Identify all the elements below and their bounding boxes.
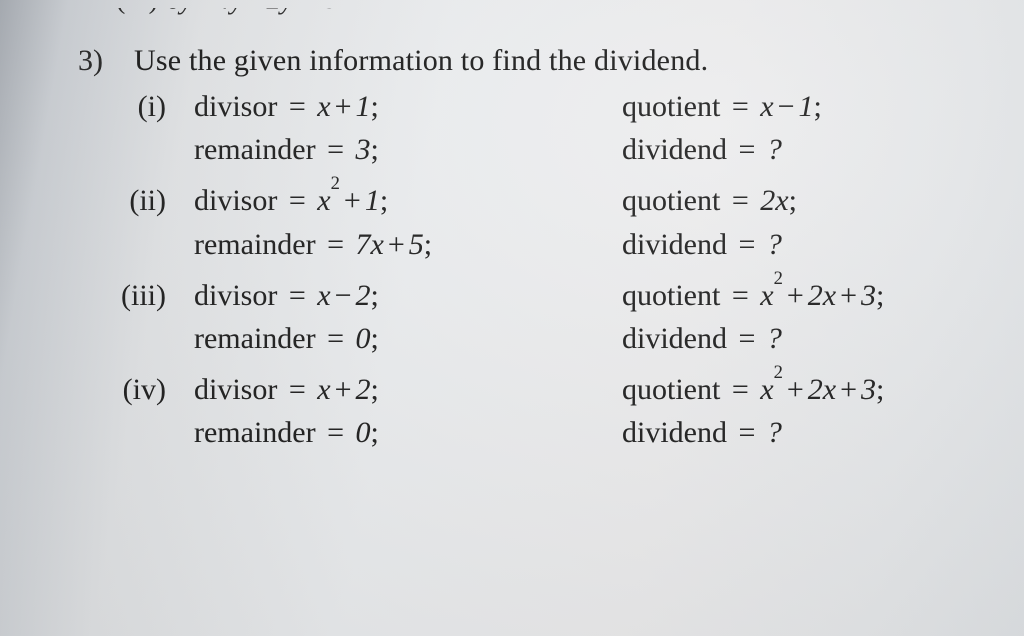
dividend-q: ? (767, 133, 782, 166)
quotient-value: = x2+2x+3; (728, 279, 885, 312)
item-iv-line1: (iv) divisor = x+2; quotient = x2+2x+3; (114, 371, 996, 408)
remainder-value: = 0; (323, 322, 379, 355)
remainder-word: remainder (194, 322, 316, 355)
quotient-cell: quotient = 2x; (622, 182, 996, 219)
dividend-word: dividend (622, 416, 727, 449)
divisor-word: divisor (194, 279, 277, 312)
quotient-word: quotient (622, 373, 720, 406)
dividend-value: = ? (735, 322, 782, 355)
question-text: Use the given information to find the di… (134, 44, 708, 78)
dividend-q: ? (767, 416, 782, 449)
divisor-cell: divisor = x−2; (188, 277, 608, 314)
remainder-value: = 7x+5; (323, 228, 432, 261)
dividend-cell: dividend = ? (622, 226, 996, 263)
divisor-word: divisor (194, 373, 277, 406)
remainder-num: 0 (356, 322, 371, 355)
item-iii-line2: remainder = 0; dividend = ? (114, 320, 996, 357)
remainder-value: = 0; (323, 416, 379, 449)
question-row: 3) Use the given information to find the… (78, 44, 996, 78)
quotient-cell: quotient = x2+2x+3; (622, 277, 996, 314)
remainder-value: = 3; (323, 133, 379, 166)
dividend-q: ? (767, 322, 782, 355)
dividend-cell: dividend = ? (622, 131, 996, 168)
quotient-cell: quotient = x−1; (622, 88, 996, 125)
remainder-num: 0 (356, 416, 371, 449)
dividend-word: dividend (622, 322, 727, 355)
remainder-num: 3 (356, 133, 371, 166)
question-number: 3) (78, 44, 120, 78)
dividend-word: dividend (622, 228, 727, 261)
remainder-cell: remainder = 0; (188, 320, 608, 357)
quotient-value: = x2+2x+3; (728, 373, 885, 406)
quotient-value: = 2x; (728, 184, 797, 217)
dividend-value: = ? (735, 133, 782, 166)
remainder-cell: remainder = 7x+5; (188, 226, 608, 263)
dividend-value: = ? (735, 416, 782, 449)
item-ii-line1: (ii) divisor = x2+1; quotient = 2x; (114, 182, 996, 219)
item-label: (i) (114, 88, 174, 125)
item-label: (iv) (114, 371, 174, 408)
divisor-word: divisor (194, 90, 277, 123)
divisor-cell: divisor = x2+1; (188, 182, 608, 219)
item-label: (ii) (114, 182, 174, 219)
quotient-cell: quotient = x2+2x+3; (622, 371, 996, 408)
item-iii-line1: (iii) divisor = x−2; quotient = x2+2x+3; (114, 277, 996, 314)
page-root: (iii) 6y−4y+2y÷ 3 3) Use the given infor… (0, 0, 1024, 636)
remainder-cell: remainder = 0; (188, 414, 608, 451)
item-i-line1: (i) divisor = x+1; quotient = x−1; (114, 88, 996, 125)
prev-fraction-end: 3 (324, 8, 338, 16)
item-label: (iii) (114, 277, 174, 314)
divisor-value: = x2+1; (285, 184, 388, 217)
remainder-cell: remainder = 3; (188, 131, 608, 168)
quotient-word: quotient (622, 279, 720, 312)
divisor-value: = x−2; (285, 279, 379, 312)
dividend-word: dividend (622, 133, 727, 166)
divisor-word: divisor (194, 184, 277, 217)
dividend-cell: dividend = ? (622, 320, 996, 357)
dividend-cell: dividend = ? (622, 414, 996, 451)
remainder-word: remainder (194, 228, 316, 261)
items-list: (i) divisor = x+1; quotient = x−1; remai… (114, 88, 996, 452)
prev-label: (iii) (116, 8, 158, 16)
item-i-line2: remainder = 3; dividend = ? (114, 131, 996, 168)
item-iv-line2: remainder = 0; dividend = ? (114, 414, 996, 451)
prev-expression: 6y−4y+2y÷ (166, 8, 316, 16)
item-ii-line2: remainder = 7x+5; dividend = ? (114, 226, 996, 263)
quotient-word: quotient (622, 184, 720, 217)
remainder-word: remainder (194, 133, 316, 166)
remainder-word: remainder (194, 416, 316, 449)
dividend-value: = ? (735, 228, 782, 261)
divisor-cell: divisor = x+1; (188, 88, 608, 125)
divisor-value: = x+1; (285, 90, 379, 123)
previous-question-fragment: (iii) 6y−4y+2y÷ 3 (116, 8, 996, 32)
divisor-value: = x+2; (285, 373, 379, 406)
page-content: (iii) 6y−4y+2y÷ 3 3) Use the given infor… (0, 0, 1024, 452)
divisor-cell: divisor = x+2; (188, 371, 608, 408)
quotient-value: = x−1; (728, 90, 822, 123)
dividend-q: ? (767, 228, 782, 261)
quotient-word: quotient (622, 90, 720, 123)
